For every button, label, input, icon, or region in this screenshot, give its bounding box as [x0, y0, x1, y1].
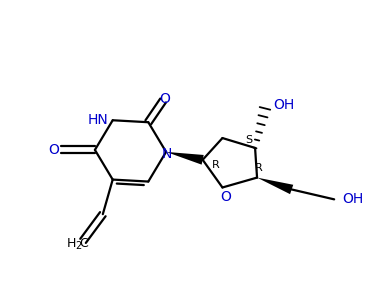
Polygon shape	[166, 152, 204, 165]
Text: OH: OH	[342, 192, 363, 206]
Text: HN: HN	[88, 113, 109, 127]
Text: R: R	[212, 160, 219, 170]
Text: N: N	[162, 147, 172, 161]
Text: S: S	[246, 135, 253, 145]
Text: R: R	[255, 163, 263, 173]
Text: O: O	[220, 190, 231, 204]
Text: 2: 2	[75, 241, 81, 251]
Text: O: O	[160, 91, 171, 105]
Text: H: H	[66, 237, 76, 250]
Text: O: O	[48, 143, 59, 157]
Text: C: C	[80, 237, 88, 250]
Text: OH: OH	[273, 98, 294, 112]
Polygon shape	[257, 178, 293, 194]
